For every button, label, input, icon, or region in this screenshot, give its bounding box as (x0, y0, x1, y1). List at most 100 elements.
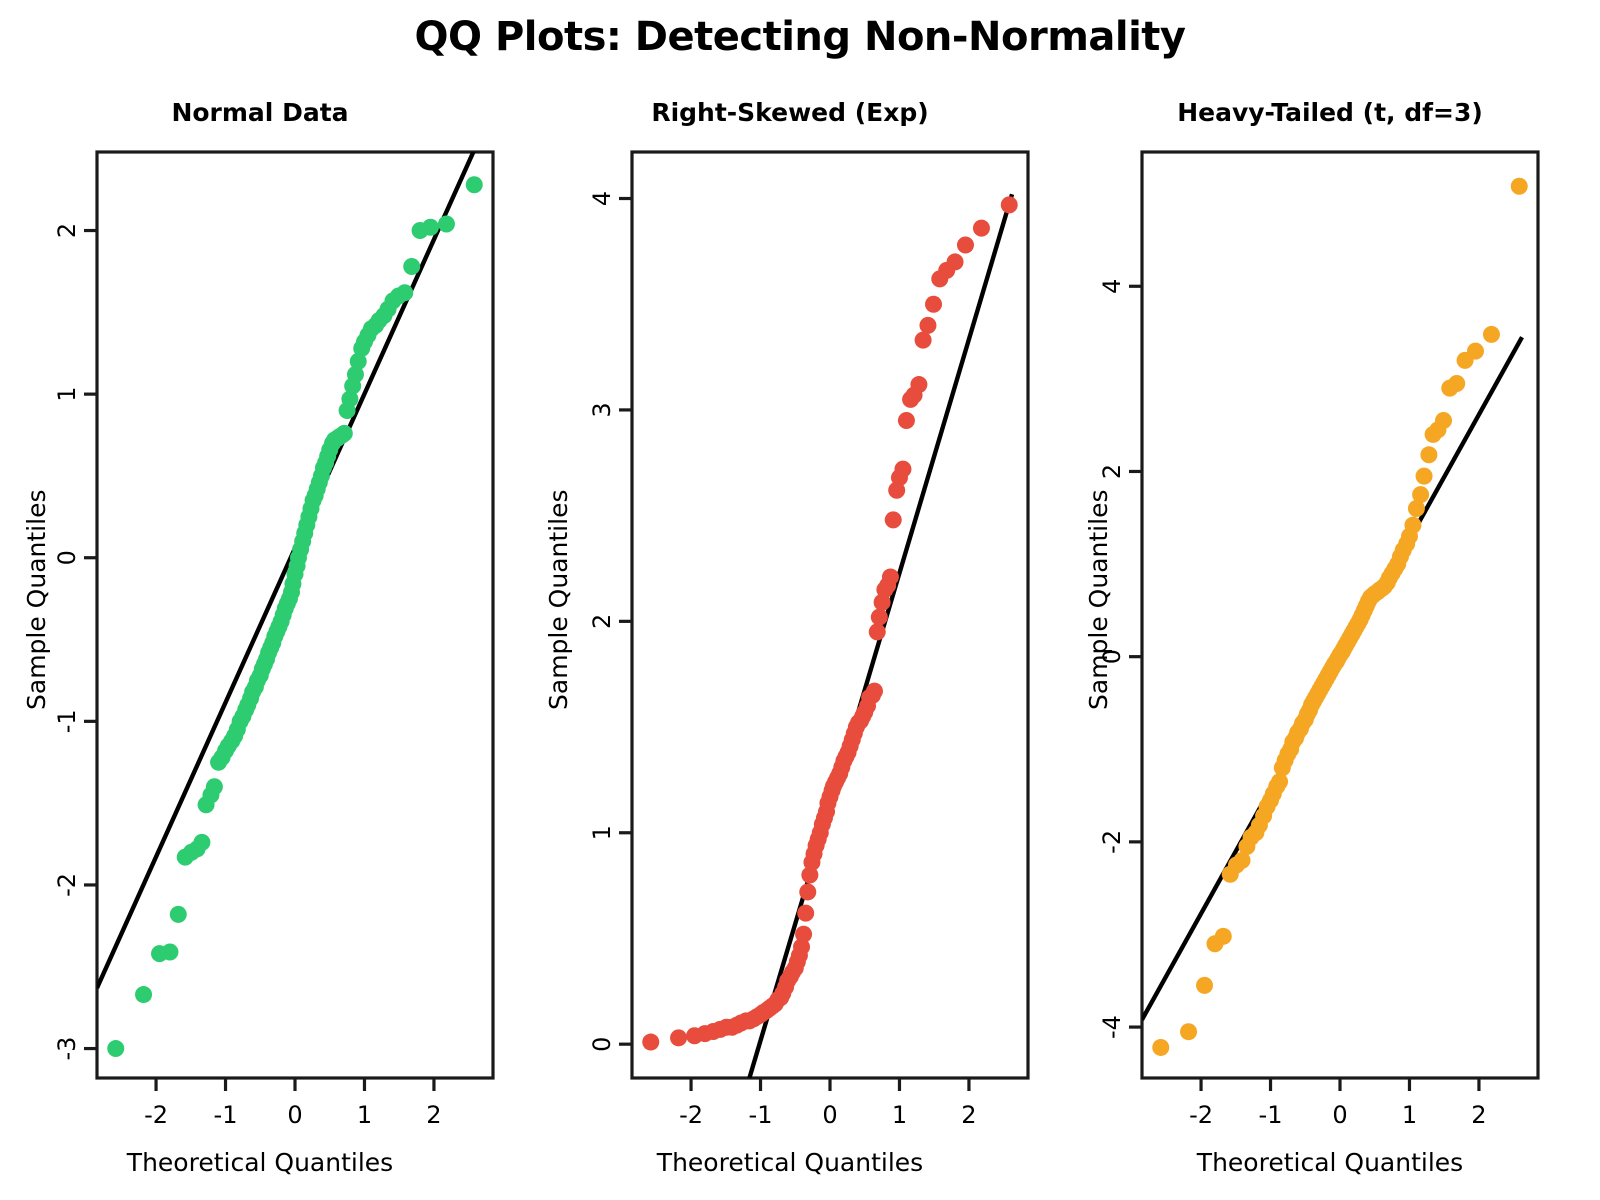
data-point (1482, 325, 1500, 343)
data-point (1271, 773, 1289, 791)
y-tick-label: -3 (53, 1037, 81, 1061)
data-point (437, 215, 455, 233)
data-point (465, 176, 483, 194)
x-axis-label-normal: Theoretical Quantiles (126, 1148, 394, 1177)
x-tick-label: -1 (214, 1101, 238, 1129)
data-point (205, 778, 223, 796)
y-tick-label: 0 (53, 550, 81, 565)
x-tick-label: 0 (1332, 1101, 1347, 1129)
data-point (1233, 851, 1251, 869)
panel-title-normal: Normal Data (171, 98, 349, 127)
figure-title: QQ Plots: Detecting Non-Normality (414, 14, 1186, 60)
x-axis-label-heavy-tailed: Theoretical Quantiles (1196, 1148, 1464, 1177)
data-point (1466, 342, 1484, 360)
data-point (1000, 196, 1018, 214)
data-point (801, 866, 819, 884)
y-axis-label-normal: Sample Quantiles (22, 489, 51, 710)
data-point (421, 218, 439, 236)
panel-right-skewed: Right-Skewed (Exp) -2 -1 0 1 2 0 1 2 3 4 Sample Q… (520, 0, 1060, 1200)
data-layer (1142, 177, 1528, 1056)
y-tick-label: 0 (588, 1037, 616, 1052)
plot-area-normal: -2 -1 0 1 2 -3 -2 -1 0 1 2 (53, 150, 495, 1129)
data-point (1180, 1023, 1198, 1041)
y-tick-label: 4 (588, 191, 616, 206)
data-point (870, 608, 888, 626)
data-point (914, 331, 932, 349)
plot-frame (95, 150, 495, 1080)
data-point (797, 904, 815, 922)
data-point (107, 1040, 125, 1058)
panel-title-heavy-tailed: Heavy-Tailed (t, df=3) (1177, 98, 1483, 127)
data-point (135, 986, 153, 1004)
data-point (1415, 467, 1433, 485)
data-point (403, 258, 421, 276)
data-point (346, 366, 364, 384)
data-layer (642, 193, 1018, 1078)
plot-frame (630, 150, 1030, 1080)
y-axis-label-heavy-tailed: Sample Quantiles (1084, 489, 1113, 710)
y-tick-label: -2 (53, 873, 81, 897)
data-point (670, 1029, 688, 1047)
panel-title-right-skewed: Right-Skewed (Exp) (651, 98, 929, 127)
x-tick-label: 1 (357, 1101, 372, 1129)
y-tick-label: 2 (1098, 464, 1126, 479)
data-point (161, 943, 179, 961)
data-point (193, 833, 211, 851)
x-tick-label: 2 (961, 1101, 976, 1129)
data-point (972, 219, 990, 237)
data-point (873, 593, 891, 611)
data-point (1196, 976, 1214, 994)
y-tick-label: 4 (1098, 279, 1126, 294)
qq-reference-line (97, 152, 476, 989)
data-point (919, 316, 937, 334)
panel-heavy-tailed: Heavy-Tailed (t, df=3) -2 -1 0 1 2 -4 -2 0 2 4 Sa… (1060, 0, 1600, 1200)
data-point (1448, 375, 1466, 392)
data-point (1404, 516, 1422, 534)
y-tick-label: 1 (588, 825, 616, 840)
data-point (925, 295, 943, 313)
data-point (897, 411, 915, 429)
data-point (881, 568, 899, 586)
x-tick-label: -1 (1259, 1101, 1283, 1129)
y-tick-label: 2 (53, 223, 81, 238)
data-point (396, 284, 414, 302)
data-point (349, 352, 367, 370)
data-point (1412, 486, 1430, 504)
data-point (865, 682, 883, 700)
data-point (795, 925, 813, 943)
x-tick-label: -2 (679, 1101, 703, 1129)
y-tick-label: 2 (588, 614, 616, 629)
panel-normal-data: Normal Data -2 -1 0 1 2 -3 -2 -1 0 1 2 Sample Quan… (0, 0, 520, 1200)
data-point (894, 460, 912, 478)
data-point (1510, 177, 1528, 195)
y-tick-label: -2 (1098, 830, 1126, 854)
y-tick-label: -1 (53, 709, 81, 733)
y-tick-label: 0 (1098, 649, 1126, 664)
data-point (1214, 927, 1232, 945)
plot-area-heavy-tailed: -2 -1 0 1 2 -4 -2 0 2 4 (1098, 150, 1540, 1129)
data-point (169, 905, 187, 923)
plot-frame (1140, 150, 1540, 1080)
data-point (335, 424, 353, 442)
x-tick-label: 0 (822, 1101, 837, 1129)
data-point (1407, 500, 1425, 518)
data-point (884, 511, 902, 529)
x-tick-label: -1 (749, 1101, 773, 1129)
data-point (868, 623, 886, 641)
x-tick-label: 2 (426, 1101, 441, 1129)
x-tick-label: 1 (892, 1101, 907, 1129)
y-tick-label: 3 (588, 402, 616, 417)
data-point (1152, 1038, 1170, 1056)
y-tick-label: 1 (53, 386, 81, 401)
x-tick-label: 2 (1471, 1101, 1486, 1129)
x-axis-label-right-skewed: Theoretical Quantiles (656, 1148, 924, 1177)
data-point (946, 253, 964, 271)
data-point (910, 376, 928, 394)
data-point (793, 938, 811, 956)
data-point (642, 1033, 660, 1051)
x-tick-label: -2 (144, 1101, 168, 1129)
y-tick-label: -4 (1098, 1015, 1126, 1039)
x-tick-label: -2 (1189, 1101, 1213, 1129)
plot-area-right-skewed: -2 -1 0 1 2 0 1 2 3 4 (588, 150, 1030, 1129)
data-point (341, 390, 359, 408)
